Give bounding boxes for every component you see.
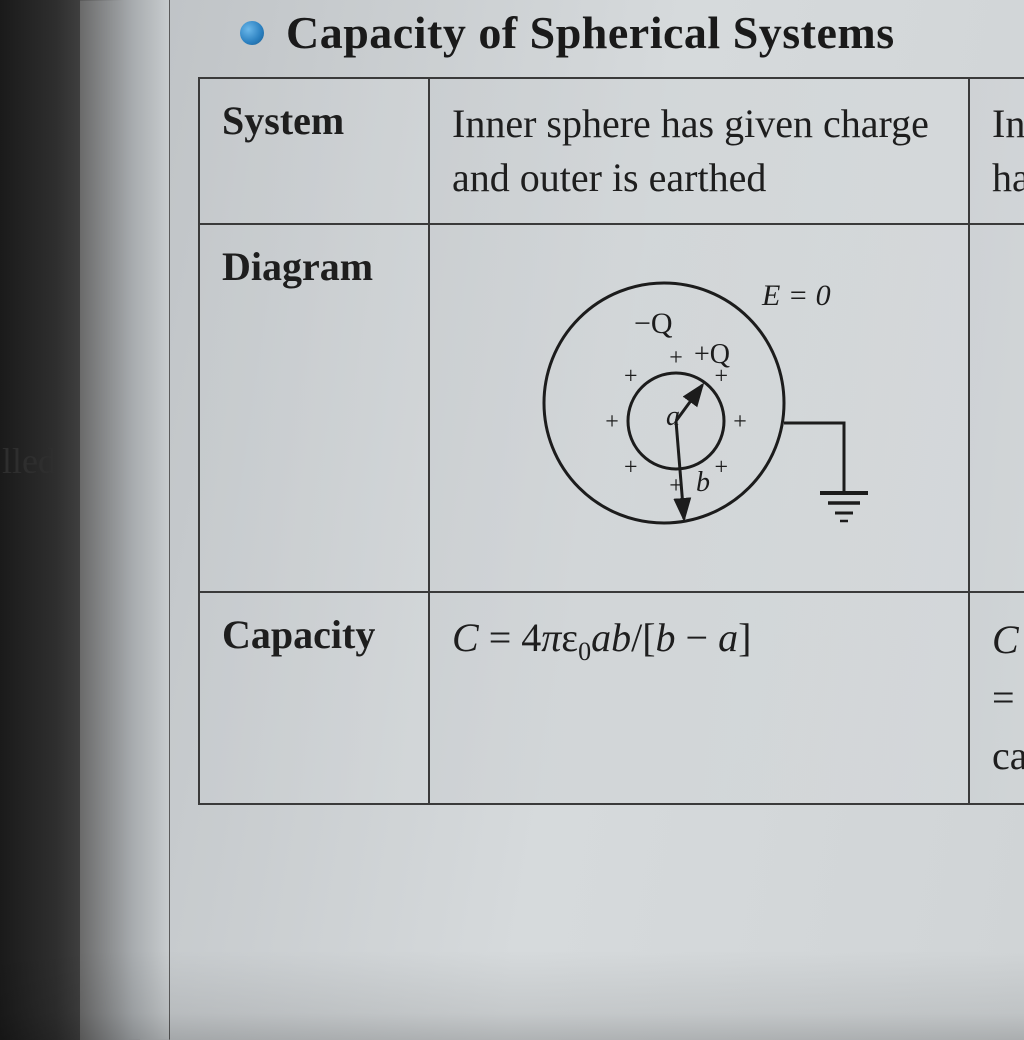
diagram-col3-partial	[969, 224, 1024, 592]
page-curl	[80, 0, 170, 1040]
diagram-cell: ++++++++ab−Q+QE = 0	[429, 224, 969, 592]
svg-text:−Q: −Q	[634, 307, 673, 340]
svg-text:b: b	[696, 467, 710, 498]
svg-text:+: +	[714, 454, 728, 480]
row-label-capacity: Capacity	[199, 592, 429, 804]
capacity-table: System Inner sphere has given charge and…	[198, 77, 1024, 805]
col3-frag-1: In	[992, 101, 1024, 146]
system-description: Inner sphere has given charge and outer …	[429, 78, 969, 224]
svg-text:+: +	[605, 409, 619, 435]
cutoff-side-text: lled	[2, 440, 56, 482]
row-label-diagram: Diagram	[199, 224, 429, 592]
heading-text: Capacity of Spherical Systems	[286, 6, 895, 59]
svg-text:+Q: +Q	[694, 339, 730, 370]
col3-cap-2: = c	[992, 675, 1024, 720]
col3-frag-2: ha	[992, 155, 1024, 200]
spherical-capacitor-diagram: ++++++++ab−Q+QE = 0	[464, 243, 934, 563]
formula-text: C = 4πε0ab/[b − a]	[452, 615, 751, 660]
col3-cap-1: C =	[992, 617, 1024, 662]
capacity-col3-partial: C = = c cap	[969, 592, 1024, 804]
capacity-formula: C = 4πε0ab/[b − a]	[429, 592, 969, 804]
row-label-system: System	[199, 78, 429, 224]
table-row-system: System Inner sphere has given charge and…	[199, 78, 1024, 224]
page-surface: Capacity of Spherical Systems System Inn…	[170, 0, 1024, 1040]
bullet-icon	[240, 21, 264, 45]
svg-text:+: +	[624, 454, 638, 480]
svg-text:+: +	[669, 345, 683, 371]
svg-text:+: +	[624, 364, 638, 390]
system-col3-partial: In ha	[969, 78, 1024, 224]
section-heading: Capacity of Spherical Systems	[170, 6, 1024, 59]
svg-text:+: +	[733, 409, 747, 435]
svg-text:E = 0: E = 0	[761, 279, 831, 312]
col3-cap-3: cap	[992, 733, 1024, 778]
table-row-diagram: Diagram ++++++++ab−Q+QE = 0	[199, 224, 1024, 592]
table-row-capacity: Capacity C = 4πε0ab/[b − a] C = = c cap	[199, 592, 1024, 804]
